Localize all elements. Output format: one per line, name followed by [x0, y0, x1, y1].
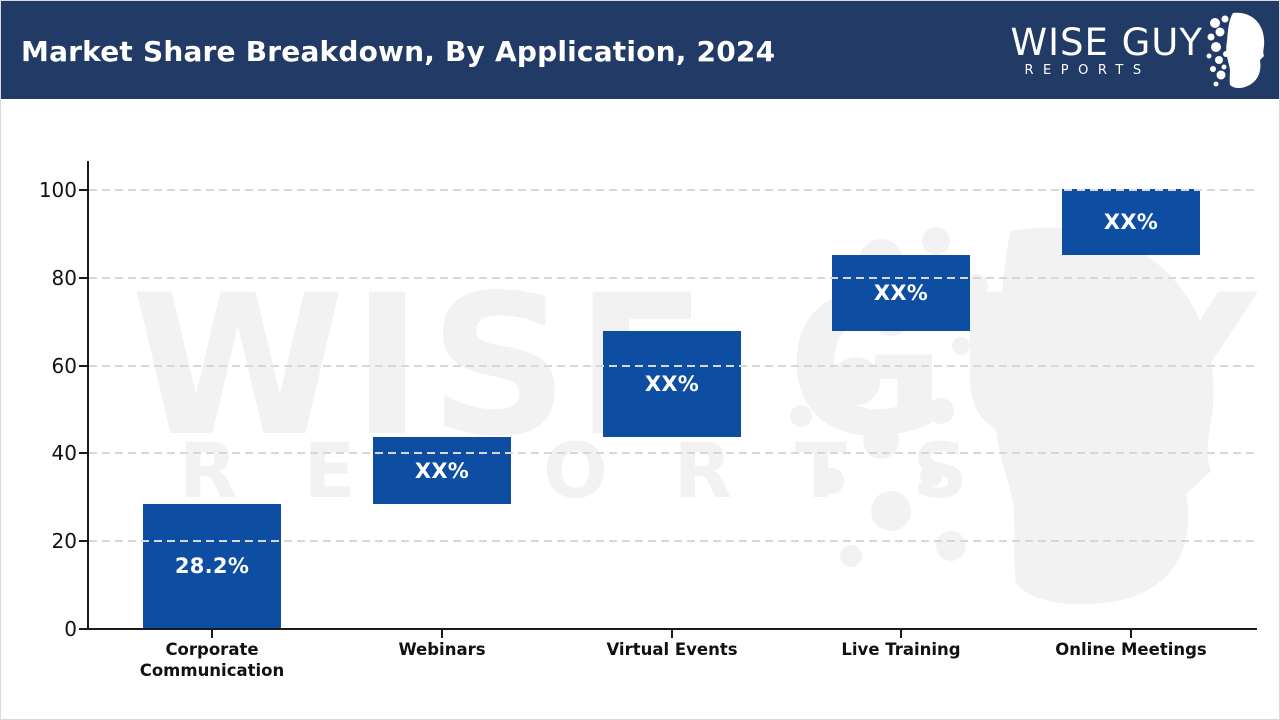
x-tick [211, 630, 213, 638]
bar-corporate-communication: 28.2% [143, 504, 281, 628]
y-axis-line [87, 161, 89, 630]
y-tick [79, 540, 87, 543]
y-tick-label: 0 [64, 617, 77, 641]
logo-head-icon [1206, 12, 1265, 89]
bar-value-label: XX% [1103, 209, 1159, 234]
gridline [89, 452, 1257, 455]
gridline [89, 364, 1257, 367]
y-tick [79, 452, 87, 455]
bar-virtual-events: XX% [603, 330, 741, 438]
x-tick [671, 630, 673, 638]
x-tick-label: Virtual Events [606, 640, 738, 659]
logo-text: WISE GUY REPORTS [1010, 20, 1203, 79]
x-tick-label: Online Meetings [1055, 640, 1207, 659]
x-tick [441, 630, 443, 638]
y-tick-label: 60 [51, 353, 77, 378]
gridline [89, 189, 1257, 191]
bar-live-training: XX% [832, 254, 970, 331]
bar-value-label: XX% [644, 371, 700, 396]
page-title: Market Share Breakdown, By Application, … [21, 35, 776, 68]
x-tick-label: Live Training [841, 640, 961, 659]
bar-value-label: 28.2% [174, 554, 250, 579]
x-tick [900, 630, 902, 638]
y-tick [79, 189, 87, 191]
wiseguy-logo: WISE GUY REPORTS [1011, 9, 1267, 93]
gridline [89, 276, 1257, 279]
gridline [89, 540, 1257, 543]
y-tick [79, 364, 87, 367]
y-tick-label: 20 [51, 529, 77, 554]
header-bar: Market Share Breakdown, By Application, … [1, 1, 1279, 99]
y-tick-label: 80 [51, 265, 77, 290]
y-tick-label: 40 [51, 441, 77, 466]
y-tick [79, 276, 87, 279]
bar-value-label: XX% [414, 458, 470, 483]
y-tick [79, 628, 87, 630]
logo-subtext: REPORTS [1024, 63, 1151, 79]
x-tick-label: Webinars [398, 640, 486, 659]
logo-wordmark: WISE GUY [1010, 20, 1203, 64]
x-axis-line [87, 628, 1257, 630]
bar-online-meetings: XX% [1062, 189, 1200, 255]
bar-value-label: XX% [873, 280, 929, 305]
bar-webinars: XX% [373, 437, 511, 505]
x-tick [1130, 630, 1132, 638]
x-tick-label: Corporate Communication [139, 640, 285, 681]
y-tick-label: 100 [38, 178, 77, 202]
